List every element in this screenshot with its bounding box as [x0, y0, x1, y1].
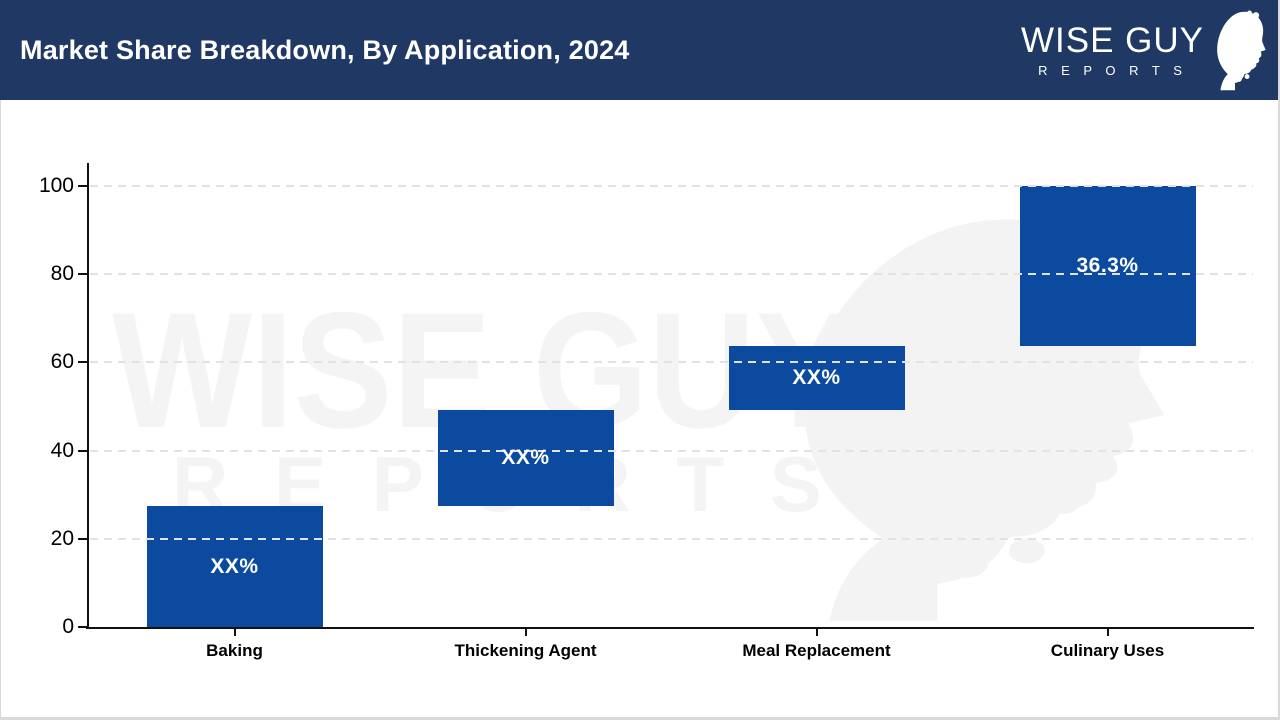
y-tick-100	[78, 185, 87, 187]
y-axis-line	[87, 163, 89, 629]
logo-name: WISE GUY	[1020, 20, 1204, 60]
y-tick-60	[78, 361, 87, 364]
x-category-label: Meal Replacement	[742, 641, 891, 660]
logo-head-icon	[1217, 10, 1266, 91]
gridline-60	[90, 361, 1253, 364]
x-tick-meal-replacement	[815, 629, 818, 636]
gridline-40	[90, 449, 1253, 452]
x-tick-culinary-uses	[1106, 629, 1109, 636]
y-tick-label: 0	[62, 615, 74, 638]
x-category-label: Culinary Uses	[1050, 641, 1165, 660]
page-right-border	[1278, 0, 1280, 720]
page-bottom-border	[0, 717, 1280, 720]
gridline-20	[90, 537, 1253, 540]
gridline-80	[90, 273, 1253, 276]
y-tick-label: 40	[50, 438, 74, 462]
y-tick-label: 20	[50, 526, 74, 550]
logo-text: WISE GUY R E P O R T S	[1021, 23, 1204, 78]
logo-tagline: R E P O R T S	[1038, 62, 1187, 78]
y-tick-20	[78, 537, 87, 540]
y-tick-label: 60	[50, 350, 74, 374]
bar-culinary-uses	[1019, 186, 1196, 347]
y-tick-0	[78, 626, 87, 628]
page-title: Market Share Breakdown, By Application, …	[20, 34, 630, 65]
bar-value-label: XX%	[501, 446, 550, 470]
page-left-border	[0, 100, 1, 720]
y-tick-80	[78, 273, 87, 276]
wise-guy-reports-logo: WISE GUY R E P O R T S	[1021, 7, 1268, 93]
x-tick-thickening-agent	[524, 629, 527, 636]
bar-baking	[146, 506, 323, 627]
x-category-label: Thickening Agent	[454, 641, 597, 660]
gridline-100	[90, 185, 1253, 187]
bar-value-label: XX%	[210, 554, 259, 578]
bar-meal-replacement	[728, 346, 905, 411]
y-tick-40	[78, 449, 87, 452]
x-tick-baking	[233, 629, 236, 636]
bar-thickening-agent	[437, 410, 614, 507]
x-axis-line	[86, 627, 1254, 629]
header-bar: Market Share Breakdown, By Application, …	[0, 0, 1280, 100]
x-category-label: Baking	[206, 641, 263, 660]
y-tick-label: 100	[38, 174, 74, 197]
y-tick-label: 80	[50, 262, 74, 286]
bar-value-label: 36.3%	[1076, 254, 1139, 278]
bar-value-label: XX%	[792, 366, 841, 390]
